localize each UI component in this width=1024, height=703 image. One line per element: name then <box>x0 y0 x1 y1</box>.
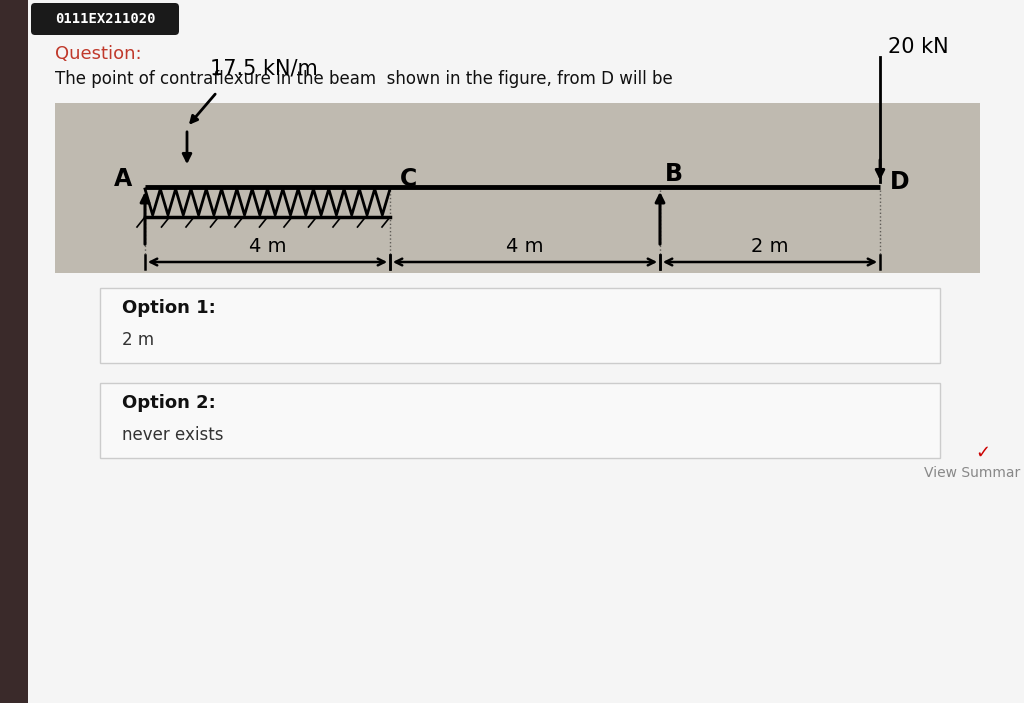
Text: Option 2:: Option 2: <box>122 394 216 412</box>
Text: 2 m: 2 m <box>122 331 155 349</box>
Text: ✓: ✓ <box>975 444 990 462</box>
Text: 0111EX211020: 0111EX211020 <box>54 12 156 26</box>
Text: D: D <box>890 170 909 194</box>
Text: 17.5 kN/m: 17.5 kN/m <box>210 59 317 79</box>
Text: A: A <box>114 167 132 191</box>
Text: never exists: never exists <box>122 426 223 444</box>
Text: View Summar: View Summar <box>924 466 1020 480</box>
Text: B: B <box>665 162 683 186</box>
Text: 4 m: 4 m <box>249 236 287 255</box>
Bar <box>55 103 980 273</box>
Text: 20 kN: 20 kN <box>888 37 948 57</box>
Bar <box>0 0 28 703</box>
Text: 4 m: 4 m <box>506 236 544 255</box>
Text: 2 m: 2 m <box>752 236 788 255</box>
FancyBboxPatch shape <box>100 383 940 458</box>
FancyBboxPatch shape <box>31 3 179 35</box>
FancyBboxPatch shape <box>100 288 940 363</box>
Text: The point of contraflexure in the beam  shown in the figure, from D will be: The point of contraflexure in the beam s… <box>55 70 673 88</box>
Text: C: C <box>400 167 417 191</box>
Text: Question:: Question: <box>55 45 141 63</box>
Text: Option 1:: Option 1: <box>122 299 216 317</box>
